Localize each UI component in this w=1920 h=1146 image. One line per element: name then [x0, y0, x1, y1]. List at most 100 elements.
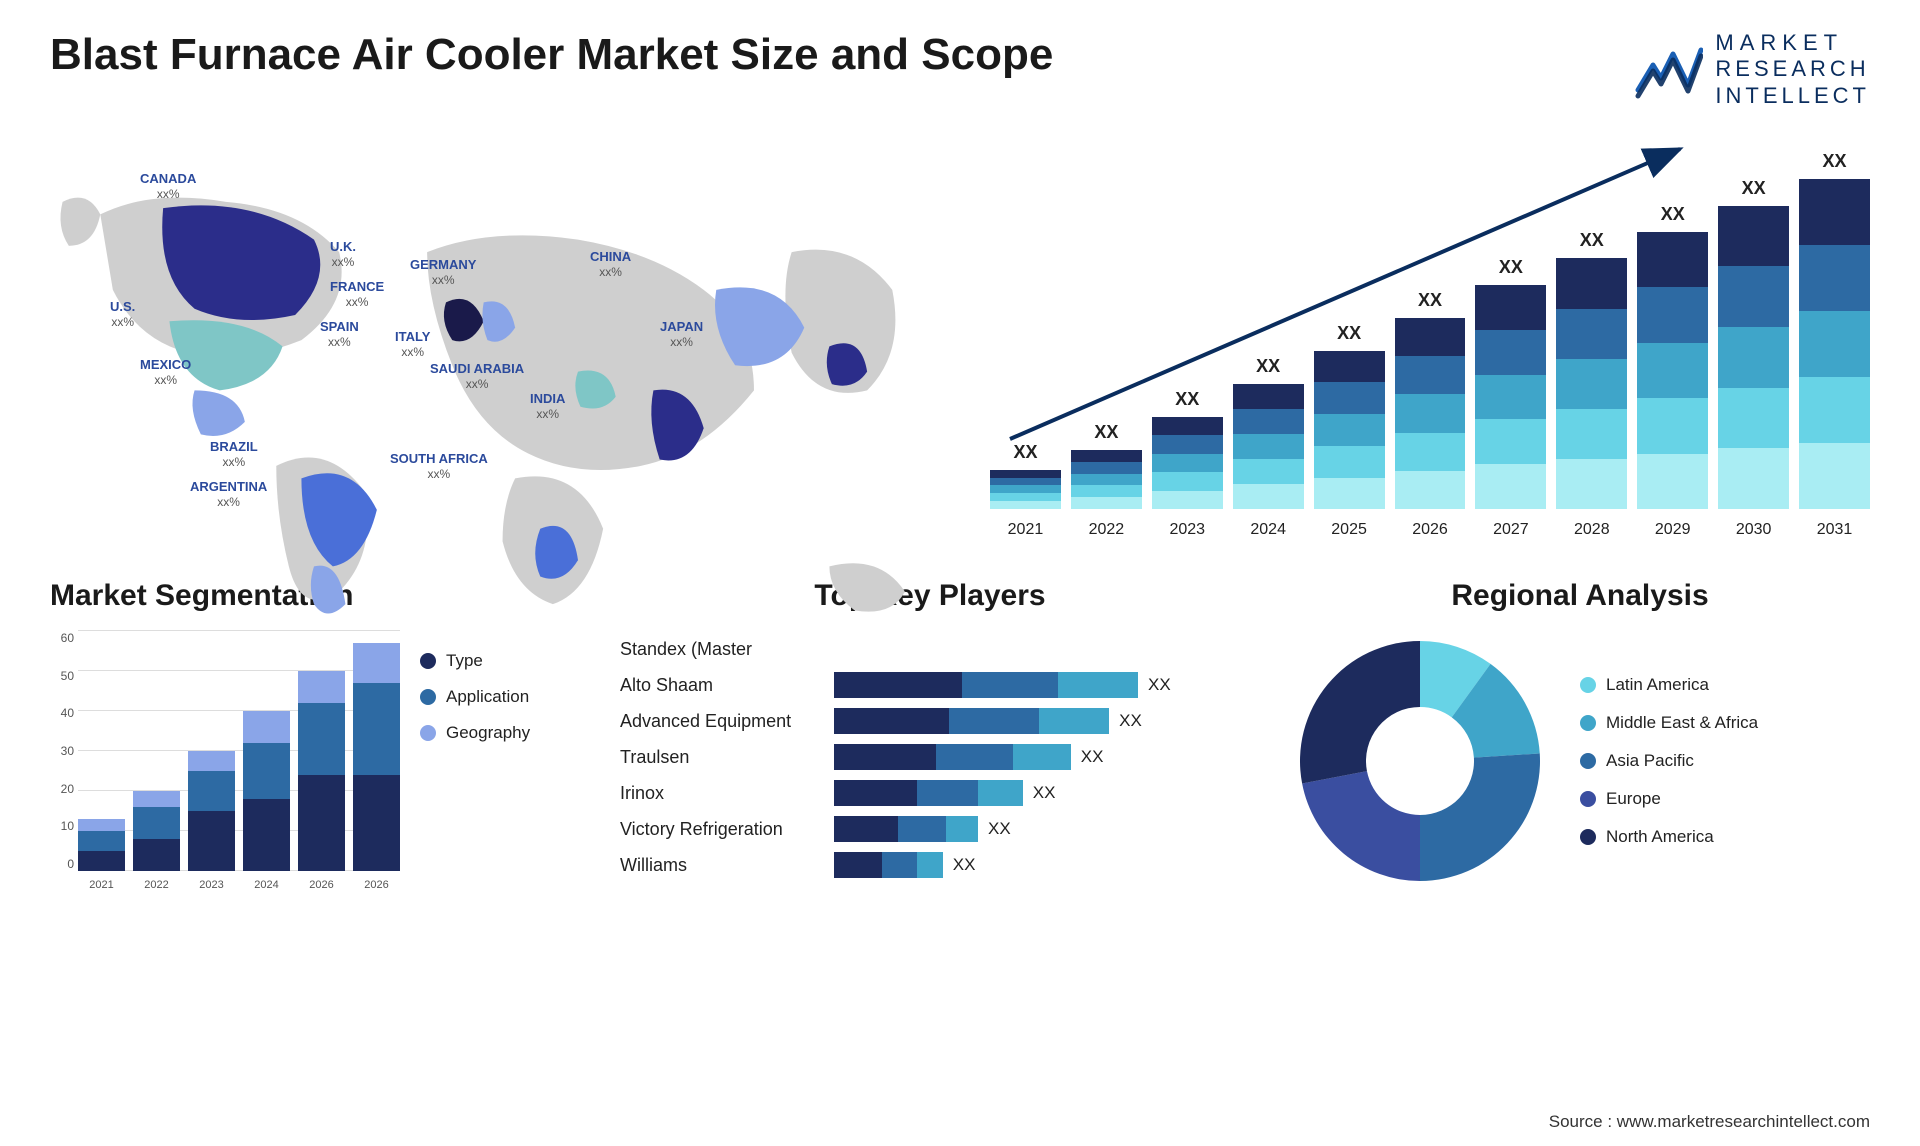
segmentation-year-label: 2026: [298, 879, 345, 891]
top-row: CANADAxx%U.S.xx%MEXICOxx%BRAZILxx%ARGENT…: [50, 139, 1870, 539]
map-label: FRANCExx%: [330, 279, 384, 309]
segmentation-bar: 2022: [133, 791, 180, 871]
map-label: BRAZILxx%: [210, 439, 258, 469]
forecast-value-label: XX: [1395, 290, 1466, 311]
player-label: Irinox: [620, 775, 830, 811]
players-labels: Standex (MasterAlto ShaamAdvanced Equipm…: [620, 631, 830, 883]
forecast-chart: XX2021XX2022XX2023XX2024XX2025XX2026XX20…: [990, 139, 1870, 539]
forecast-bar: XX2023: [1152, 417, 1223, 509]
forecast-year-label: 2030: [1718, 521, 1789, 539]
donut-slice: [1302, 771, 1420, 881]
logo-text-3: INTELLECT: [1715, 83, 1870, 109]
forecast-year-label: 2028: [1556, 521, 1627, 539]
player-label: Traulsen: [620, 739, 830, 775]
legend-item: Latin America: [1580, 675, 1758, 695]
legend-item: Middle East & Africa: [1580, 713, 1758, 733]
map-label: GERMANYxx%: [410, 257, 476, 287]
player-value: XX: [1119, 711, 1142, 731]
header: Blast Furnace Air Cooler Market Size and…: [50, 30, 1870, 109]
map-label: INDIAxx%: [530, 391, 565, 421]
segmentation-year-label: 2023: [188, 879, 235, 891]
map-label: SOUTH AFRICAxx%: [390, 451, 488, 481]
legend-item: North America: [1580, 827, 1758, 847]
players-bars: XX XX XX XX XX XX: [834, 631, 1240, 883]
legend-item: Europe: [1580, 789, 1758, 809]
segmentation-bar: 2021: [78, 819, 125, 871]
forecast-year-label: 2021: [990, 521, 1061, 539]
player-value: XX: [1033, 783, 1056, 803]
map-label: CANADAxx%: [140, 171, 196, 201]
forecast-bar: XX2021: [990, 470, 1061, 510]
player-row: XX: [834, 667, 1240, 703]
forecast-value-label: XX: [990, 442, 1061, 463]
regional-legend: Latin America Middle East & Africa Asia Pa…: [1580, 675, 1758, 847]
player-value: XX: [988, 819, 1011, 839]
segmentation-year-label: 2026: [353, 879, 400, 891]
player-row: XX: [834, 775, 1240, 811]
map-label: CHINAxx%: [590, 249, 631, 279]
source-text: Source : www.marketresearchintellect.com: [1549, 1112, 1870, 1132]
forecast-year-label: 2029: [1637, 521, 1708, 539]
player-row: XX: [834, 739, 1240, 775]
logo-text-2: RESEARCH: [1715, 56, 1870, 82]
map-label: SPAINxx%: [320, 319, 359, 349]
segmentation-chart: 0102030405060 202120222023202420262026: [50, 631, 400, 891]
forecast-value-label: XX: [1556, 230, 1627, 251]
logo-icon: [1633, 40, 1703, 100]
legend-item: Asia Pacific: [1580, 751, 1758, 771]
player-label: Victory Refrigeration: [620, 811, 830, 847]
player-label: Williams: [620, 847, 830, 883]
forecast-bar: XX2029: [1637, 232, 1708, 509]
map-label: U.S.xx%: [110, 299, 135, 329]
forecast-bar: XX2030: [1718, 206, 1789, 510]
legend-item: Application: [420, 687, 570, 707]
player-row: XX: [834, 703, 1240, 739]
forecast-year-label: 2026: [1395, 521, 1466, 539]
forecast-value-label: XX: [1152, 389, 1223, 410]
world-map: CANADAxx%U.S.xx%MEXICOxx%BRAZILxx%ARGENT…: [50, 139, 930, 539]
segmentation-year-label: 2021: [78, 879, 125, 891]
map-label: MEXICOxx%: [140, 357, 191, 387]
forecast-value-label: XX: [1475, 257, 1546, 278]
forecast-value-label: XX: [1071, 422, 1142, 443]
forecast-bar: XX2026: [1395, 318, 1466, 509]
forecast-year-label: 2031: [1799, 521, 1870, 539]
regional-section: Regional Analysis Latin America Middle Ea…: [1290, 579, 1870, 919]
player-row: XX: [834, 847, 1240, 883]
segmentation-legend: Type Application Geography: [420, 631, 570, 891]
map-label: U.K.xx%: [330, 239, 356, 269]
segmentation-year-label: 2022: [133, 879, 180, 891]
forecast-bar: XX2025: [1314, 351, 1385, 509]
forecast-bar: XX2031: [1799, 179, 1870, 509]
logo: MARKET RESEARCH INTELLECT: [1633, 30, 1870, 109]
forecast-bar: XX2027: [1475, 285, 1546, 509]
player-label: Advanced Equipment: [620, 703, 830, 739]
forecast-year-label: 2024: [1233, 521, 1304, 539]
forecast-bar: XX2028: [1556, 258, 1627, 509]
map-label: JAPANxx%: [660, 319, 703, 349]
player-value: XX: [953, 855, 976, 875]
forecast-year-label: 2022: [1071, 521, 1142, 539]
segmentation-year-label: 2024: [243, 879, 290, 891]
forecast-value-label: XX: [1799, 151, 1870, 172]
bottom-row: Market Segmentation 0102030405060 202120…: [50, 579, 1870, 919]
forecast-bar: XX2022: [1071, 450, 1142, 509]
legend-item: Geography: [420, 723, 570, 743]
forecast-year-label: 2023: [1152, 521, 1223, 539]
player-value: XX: [1081, 747, 1104, 767]
donut-slice: [1300, 641, 1420, 783]
player-label: Alto Shaam: [620, 667, 830, 703]
page-title: Blast Furnace Air Cooler Market Size and…: [50, 30, 1053, 80]
segmentation-bar: 2023: [188, 751, 235, 871]
segmentation-bar: 2026: [353, 643, 400, 871]
segmentation-bar: 2024: [243, 711, 290, 871]
forecast-value-label: XX: [1718, 178, 1789, 199]
legend-item: Type: [420, 651, 570, 671]
player-row: XX: [834, 811, 1240, 847]
forecast-value-label: XX: [1233, 356, 1304, 377]
regional-title: Regional Analysis: [1290, 579, 1870, 613]
regional-donut: [1290, 631, 1550, 891]
forecast-year-label: 2025: [1314, 521, 1385, 539]
forecast-value-label: XX: [1314, 323, 1385, 344]
forecast-year-label: 2027: [1475, 521, 1546, 539]
